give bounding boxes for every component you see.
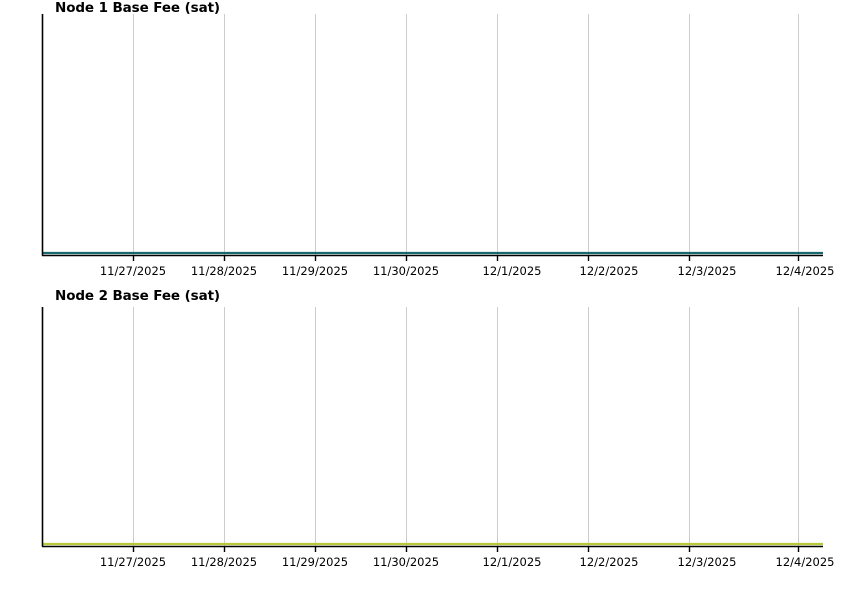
x-tick-label: 11/30/2025 — [373, 264, 439, 278]
chart-title-node-1: Node 1 Base Fee (sat) — [55, 0, 221, 16]
chart-panel-node-1: Node 1 Base Fee (sat) — [0, 0, 860, 288]
x-tick-label: 12/2/2025 — [580, 264, 639, 278]
plot-area-node-2: 11/27/2025 11/28/2025 11/29/2025 11/30/2… — [41, 307, 835, 569]
x-tick-label: 12/3/2025 — [678, 555, 737, 569]
x-tick-label: 11/27/2025 — [100, 555, 166, 569]
x-tick-label: 12/1/2025 — [483, 264, 542, 278]
x-tick-label: 12/3/2025 — [678, 264, 737, 278]
x-tick-label: 11/28/2025 — [191, 264, 257, 278]
plot-area-node-1: 11/27/2025 11/28/2025 11/29/2025 11/30/2… — [41, 14, 835, 278]
x-tick-label: 12/4/2025 — [776, 555, 835, 569]
x-tick-label: 11/30/2025 — [373, 555, 439, 569]
x-tick-label: 11/27/2025 — [100, 264, 166, 278]
x-tick-label: 12/4/2025 — [776, 264, 835, 278]
x-tick-label: 11/29/2025 — [282, 555, 348, 569]
x-tick-label: 11/29/2025 — [282, 264, 348, 278]
gridlines-node-2 — [133, 307, 799, 546]
chart-title-node-2: Node 2 Base Fee (sat) — [55, 288, 221, 304]
x-axis-ticks-node-2 — [132, 546, 800, 552]
x-tick-label: 12/1/2025 — [483, 555, 542, 569]
chart-panel-node-2: Node 2 Base Fee (sat) — [0, 288, 860, 600]
x-tick-label: 11/28/2025 — [191, 555, 257, 569]
x-axis-ticks-node-1 — [132, 255, 800, 261]
x-tick-label: 12/2/2025 — [580, 555, 639, 569]
gridlines-node-1 — [133, 14, 799, 255]
